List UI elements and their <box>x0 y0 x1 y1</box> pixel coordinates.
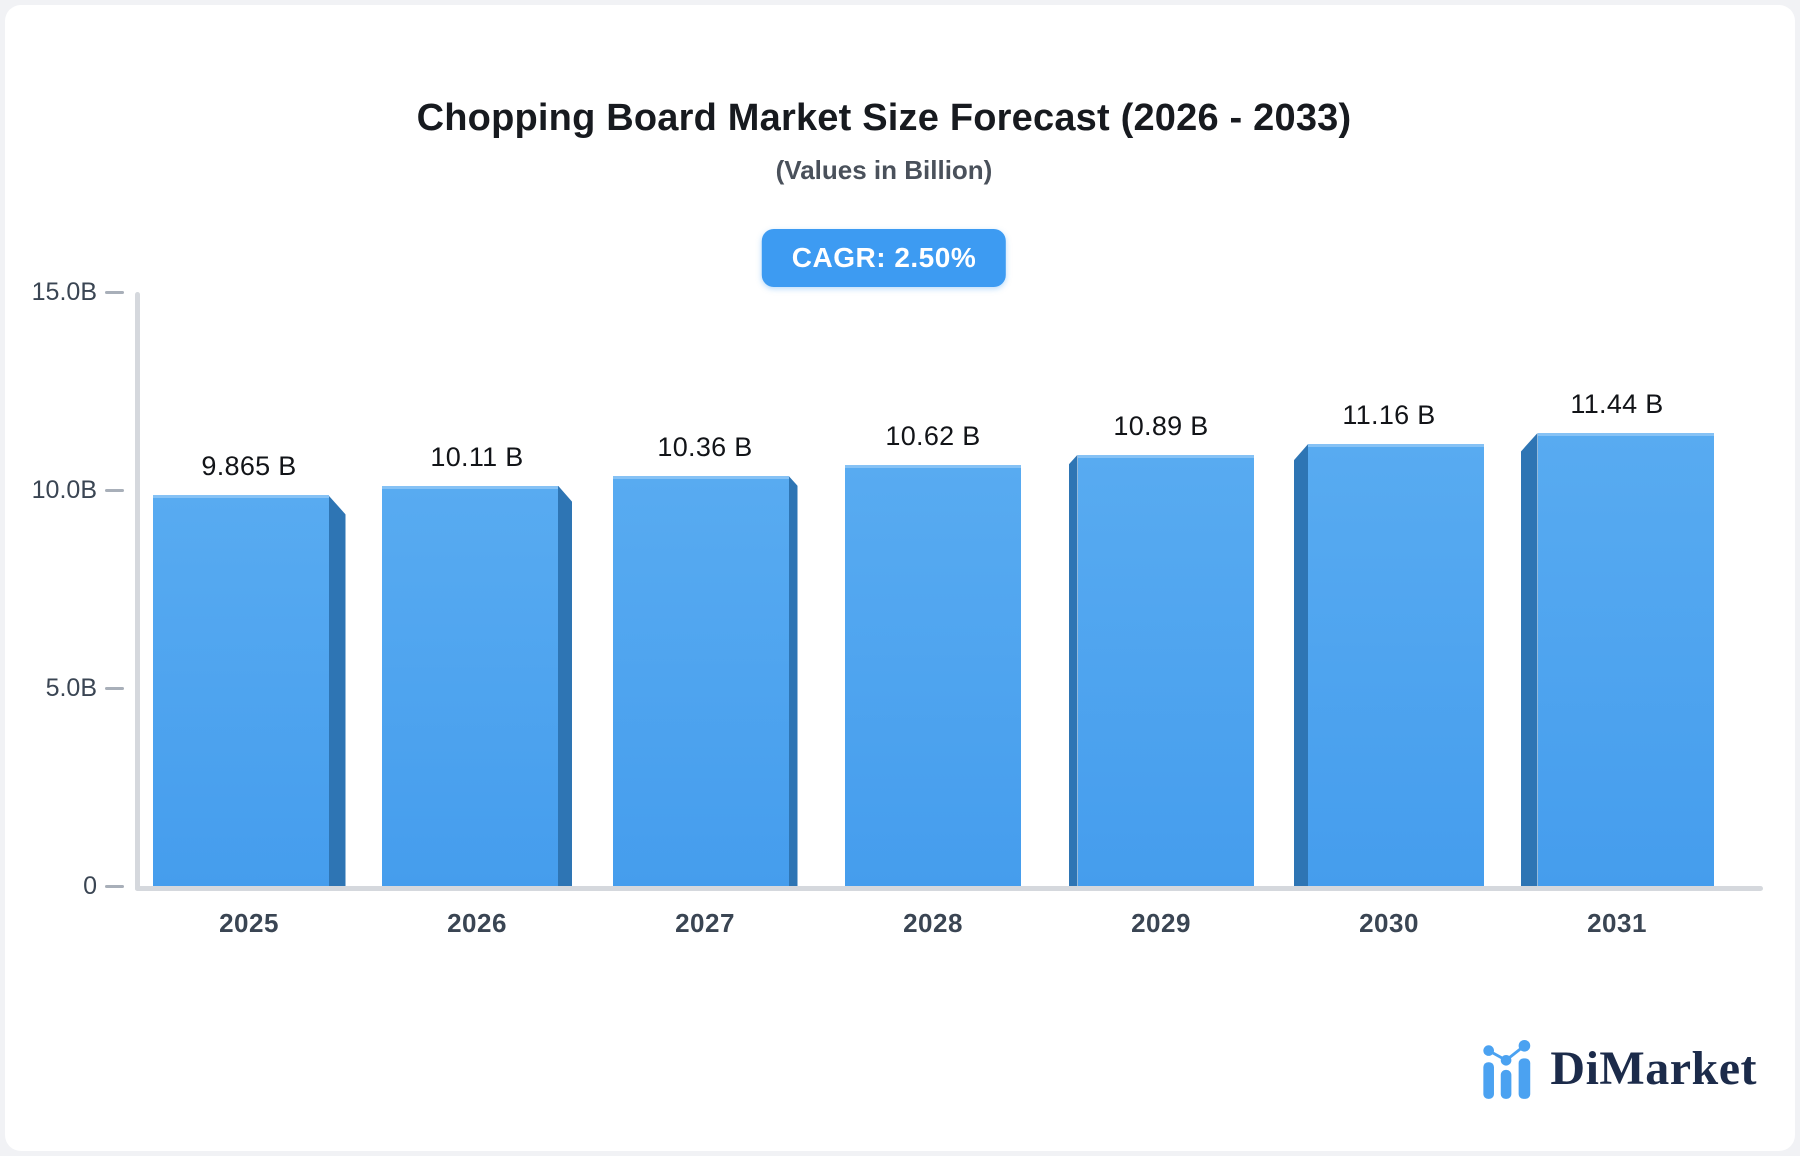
bar-side-2029 <box>1068 454 1078 886</box>
cagr-badge: CAGR: 2.50% <box>761 229 1007 287</box>
bar-side-2027 <box>788 475 798 886</box>
bar-side-2030 <box>1294 444 1308 886</box>
bar-group-2025 <box>152 495 346 886</box>
y-tick-mark <box>105 884 124 888</box>
bar-group-2028 <box>845 465 1021 886</box>
bar-value-label-2030: 11.16 B <box>1342 400 1436 431</box>
x-axis-label-2030: 2030 <box>1359 908 1419 938</box>
page-title: Chopping Board Market Size Forecast (202… <box>416 97 1352 139</box>
logo-text: DiMarket <box>1550 1041 1757 1095</box>
y-axis-label: 5.0B <box>45 674 97 702</box>
y-axis-label: 10.0B <box>31 476 97 504</box>
chart-card: Chopping Board Market Size Forecast (202… <box>5 5 1795 1151</box>
bar-group-2029 <box>1068 454 1254 886</box>
bar-group-2031 <box>1520 432 1714 886</box>
chart-subtitle: (Values in Billion) <box>775 155 993 185</box>
y-axis-label: 0 <box>83 872 97 900</box>
bar-face-2025 <box>152 495 329 886</box>
bar-value-label-2025: 9.865 B <box>201 451 297 482</box>
bar-value-label-2031: 11.44 B <box>1570 388 1664 419</box>
plot-area: 15.0B 10.0B 5.0B 0 9.865 B 2025 10.11 B 2026 10.… <box>5 5 1795 1151</box>
x-axis-label-2026: 2026 <box>447 908 507 938</box>
y-tick-mark <box>105 290 124 294</box>
bar-face-2027 <box>612 475 789 886</box>
x-axis-label-2031: 2031 <box>1587 908 1647 938</box>
bar-value-label-2027: 10.36 B <box>657 431 753 462</box>
bar-face-2030 <box>1308 444 1484 886</box>
x-axis-label-2029: 2029 <box>1131 908 1191 938</box>
y-tick-mark <box>105 686 124 690</box>
x-axis-line <box>135 886 1763 891</box>
dimarket-logo: DiMarket <box>1479 1037 1757 1099</box>
bar-value-label-2029: 10.89 B <box>1113 410 1209 441</box>
bar-face-2028 <box>845 465 1021 886</box>
bar-group-2026 <box>382 485 572 886</box>
y-axis-line <box>135 292 140 891</box>
bar-group-2027 <box>612 475 798 886</box>
y-axis-label: 15.0B <box>31 278 97 306</box>
y-tick-mark <box>105 488 124 492</box>
bar-value-label-2028: 10.62 B <box>885 421 981 452</box>
logo-chart-icon <box>1483 1039 1531 1099</box>
bar-face-2031 <box>1537 432 1714 886</box>
bar-side-2026 <box>558 485 572 886</box>
bar-group-2030 <box>1294 444 1484 886</box>
bar-value-label-2026: 10.11 B <box>430 441 524 472</box>
bar-face-2026 <box>382 485 558 886</box>
x-axis-label-2027: 2027 <box>675 908 735 938</box>
bar-side-2025 <box>328 495 346 886</box>
bar-face-2029 <box>1077 454 1254 886</box>
x-axis-label-2028: 2028 <box>903 908 963 938</box>
x-axis-label-2025: 2025 <box>219 908 279 938</box>
bar-side-2031 <box>1520 432 1538 886</box>
